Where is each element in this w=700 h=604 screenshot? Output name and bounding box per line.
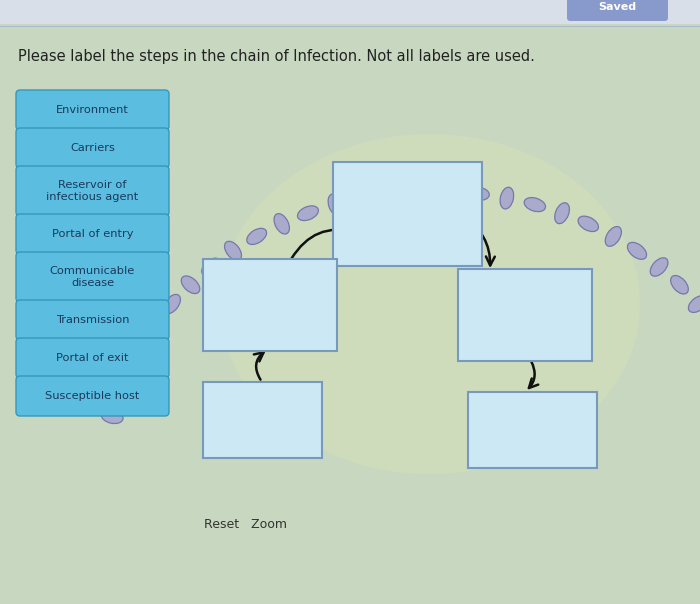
FancyBboxPatch shape <box>16 128 169 168</box>
Text: Carriers: Carriers <box>70 143 115 153</box>
FancyBboxPatch shape <box>203 382 322 458</box>
Ellipse shape <box>671 275 688 294</box>
Ellipse shape <box>102 410 123 423</box>
FancyBboxPatch shape <box>16 166 169 216</box>
Ellipse shape <box>606 226 622 246</box>
Ellipse shape <box>220 134 640 474</box>
Ellipse shape <box>113 382 127 403</box>
Ellipse shape <box>328 194 342 215</box>
FancyBboxPatch shape <box>468 392 597 468</box>
Ellipse shape <box>524 198 545 211</box>
Ellipse shape <box>385 183 398 205</box>
FancyBboxPatch shape <box>16 90 169 130</box>
FancyBboxPatch shape <box>333 162 482 266</box>
Text: Reset   Zoom: Reset Zoom <box>204 518 286 530</box>
Ellipse shape <box>181 276 200 294</box>
Text: Saved: Saved <box>598 2 636 12</box>
FancyBboxPatch shape <box>16 338 169 378</box>
Ellipse shape <box>134 336 149 356</box>
Ellipse shape <box>468 187 489 201</box>
FancyBboxPatch shape <box>458 269 592 361</box>
Ellipse shape <box>500 187 514 209</box>
Bar <box>0 0 700 24</box>
Ellipse shape <box>688 295 700 312</box>
Ellipse shape <box>650 258 668 276</box>
FancyBboxPatch shape <box>16 252 169 302</box>
Ellipse shape <box>443 181 456 202</box>
FancyBboxPatch shape <box>16 376 169 416</box>
Text: Portal of entry: Portal of entry <box>52 229 133 239</box>
Ellipse shape <box>119 362 140 376</box>
FancyBboxPatch shape <box>203 259 337 351</box>
Ellipse shape <box>225 241 242 260</box>
Ellipse shape <box>554 203 569 223</box>
Text: Environment: Environment <box>56 105 129 115</box>
Ellipse shape <box>146 316 165 333</box>
Text: Communicable
disease: Communicable disease <box>50 266 135 288</box>
Ellipse shape <box>627 242 647 259</box>
Ellipse shape <box>578 216 598 231</box>
Ellipse shape <box>202 258 220 276</box>
Text: Please label the steps in the chain of Infection. Not all labels are used.: Please label the steps in the chain of I… <box>18 48 535 63</box>
Ellipse shape <box>274 214 289 234</box>
Text: Portal of exit: Portal of exit <box>56 353 129 363</box>
FancyBboxPatch shape <box>567 0 668 21</box>
Text: Transmission: Transmission <box>56 315 130 325</box>
Ellipse shape <box>164 294 181 313</box>
Ellipse shape <box>247 228 267 245</box>
FancyBboxPatch shape <box>16 214 169 254</box>
Ellipse shape <box>410 185 431 198</box>
Ellipse shape <box>352 191 374 205</box>
Text: Susceptible host: Susceptible host <box>46 391 140 401</box>
Text: Reservoir of
infectious agent: Reservoir of infectious agent <box>46 180 139 202</box>
FancyBboxPatch shape <box>16 300 169 340</box>
Ellipse shape <box>298 206 318 220</box>
